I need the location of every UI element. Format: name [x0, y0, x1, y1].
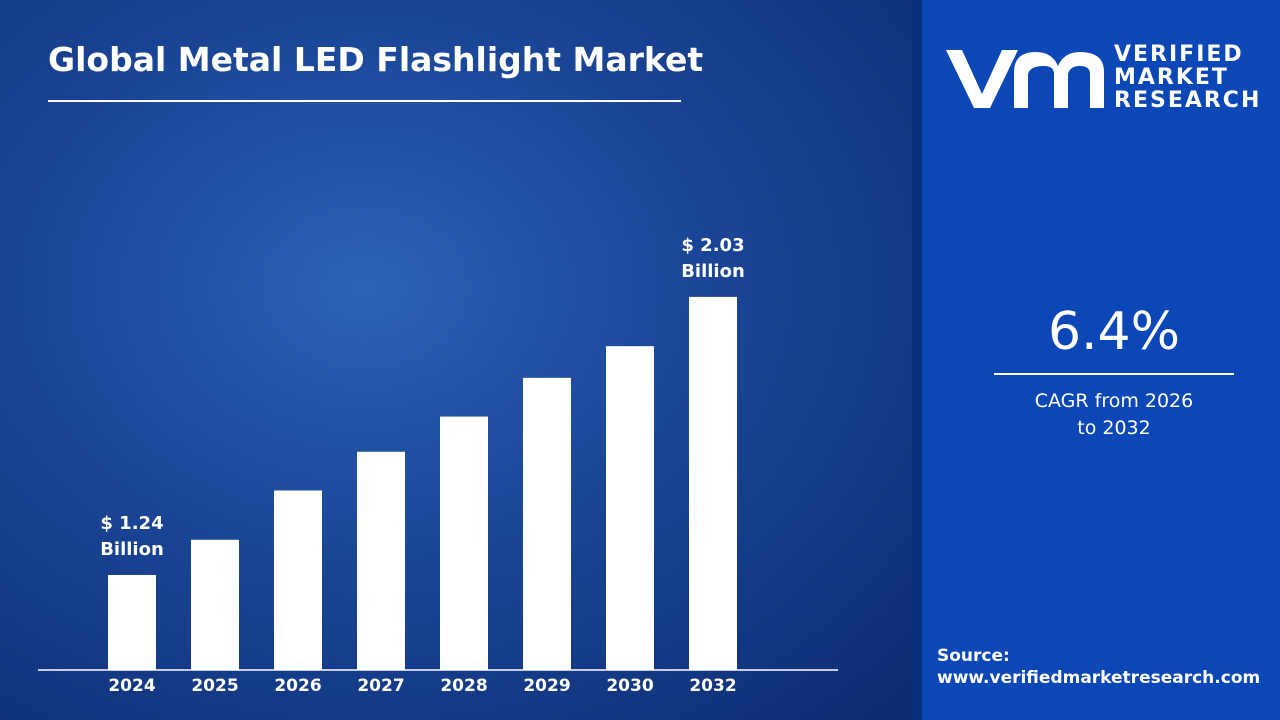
value-label: $ 2.03 Billion	[681, 234, 745, 282]
source-label: Source:	[937, 646, 1010, 666]
chart	[38, 296, 838, 671]
value-label: $ 1.24 Billion	[100, 512, 164, 560]
cagr-label: CAGR from 2026 to 2032	[1034, 390, 1194, 439]
title-rule	[48, 100, 681, 102]
source-url: www.verifiedmarketresearch.com	[937, 668, 1261, 688]
bar	[606, 346, 654, 670]
bar	[523, 377, 571, 670]
x-tick-label: 2030	[606, 676, 654, 696]
x-tick-label: 2032	[689, 676, 737, 696]
logo-text: RESEARCH	[1114, 88, 1262, 113]
logo-text: MARKET	[1114, 65, 1229, 90]
bar	[357, 451, 405, 670]
bar	[440, 416, 488, 670]
bar	[689, 296, 737, 670]
bar	[191, 539, 239, 670]
x-tick-label: 2025	[191, 676, 239, 696]
logo-text: VERIFIED	[1114, 42, 1244, 67]
cagr-rule	[994, 373, 1234, 375]
bar	[108, 574, 156, 670]
chart-title: Global Metal LED Flashlight Market	[48, 40, 704, 79]
x-tick-label: 2029	[523, 676, 571, 696]
x-tick-label: 2027	[357, 676, 405, 696]
x-tick-label: 2028	[440, 676, 488, 696]
x-tick-label: 2026	[274, 676, 322, 696]
cagr-value: 6.4%	[1047, 302, 1181, 362]
bar	[274, 490, 322, 670]
logo-mark	[946, 50, 1104, 108]
info-panel	[922, 0, 1280, 720]
x-tick-label: 2024	[108, 676, 156, 696]
